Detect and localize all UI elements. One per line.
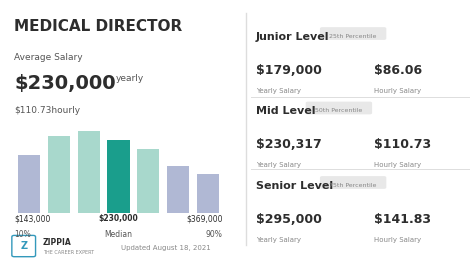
Bar	[48, 136, 70, 213]
Text: $230,317: $230,317	[256, 138, 322, 151]
Text: 25th Percentile: 25th Percentile	[329, 34, 377, 39]
Text: $230,000: $230,000	[99, 214, 138, 223]
Bar	[78, 131, 100, 213]
Text: yearly: yearly	[116, 74, 145, 84]
Text: THE CAREER EXPERT: THE CAREER EXPERT	[43, 250, 94, 255]
Text: $230,000: $230,000	[14, 74, 116, 93]
Text: ZIPPIA: ZIPPIA	[43, 238, 72, 247]
Text: MEDICAL DIRECTOR: MEDICAL DIRECTOR	[14, 19, 182, 34]
Bar	[137, 149, 159, 213]
Text: $86.06: $86.06	[374, 64, 423, 77]
Bar	[18, 155, 40, 213]
Text: 90%: 90%	[206, 230, 223, 239]
Text: $110.73: $110.73	[374, 138, 432, 151]
Text: Senior Level: Senior Level	[256, 181, 333, 191]
Text: Mid Level: Mid Level	[256, 106, 316, 117]
Text: Yearly Salary: Yearly Salary	[256, 237, 301, 243]
Bar	[107, 140, 130, 213]
Text: Hourly Salary: Hourly Salary	[374, 88, 421, 94]
Text: $143,000: $143,000	[14, 214, 51, 223]
Text: Hourly Salary: Hourly Salary	[374, 237, 421, 243]
Text: Median: Median	[104, 230, 133, 239]
Bar	[197, 174, 219, 213]
Text: 75th Percentile: 75th Percentile	[329, 183, 377, 188]
Text: Average Salary: Average Salary	[14, 53, 83, 62]
Text: Updated August 18, 2021: Updated August 18, 2021	[121, 245, 211, 251]
Bar	[167, 166, 189, 213]
Text: Yearly Salary: Yearly Salary	[256, 88, 301, 94]
Text: Z: Z	[20, 241, 27, 251]
Text: Junior Level: Junior Level	[256, 32, 329, 42]
Text: 10%: 10%	[14, 230, 31, 239]
Text: 50th Percentile: 50th Percentile	[315, 108, 363, 113]
Text: $179,000: $179,000	[256, 64, 322, 77]
Text: $295,000: $295,000	[256, 213, 322, 226]
Text: $369,000: $369,000	[186, 214, 223, 223]
Text: Yearly Salary: Yearly Salary	[256, 162, 301, 168]
Text: $141.83: $141.83	[374, 213, 431, 226]
Text: Hourly Salary: Hourly Salary	[374, 162, 421, 168]
Text: $110.73hourly: $110.73hourly	[14, 106, 81, 115]
